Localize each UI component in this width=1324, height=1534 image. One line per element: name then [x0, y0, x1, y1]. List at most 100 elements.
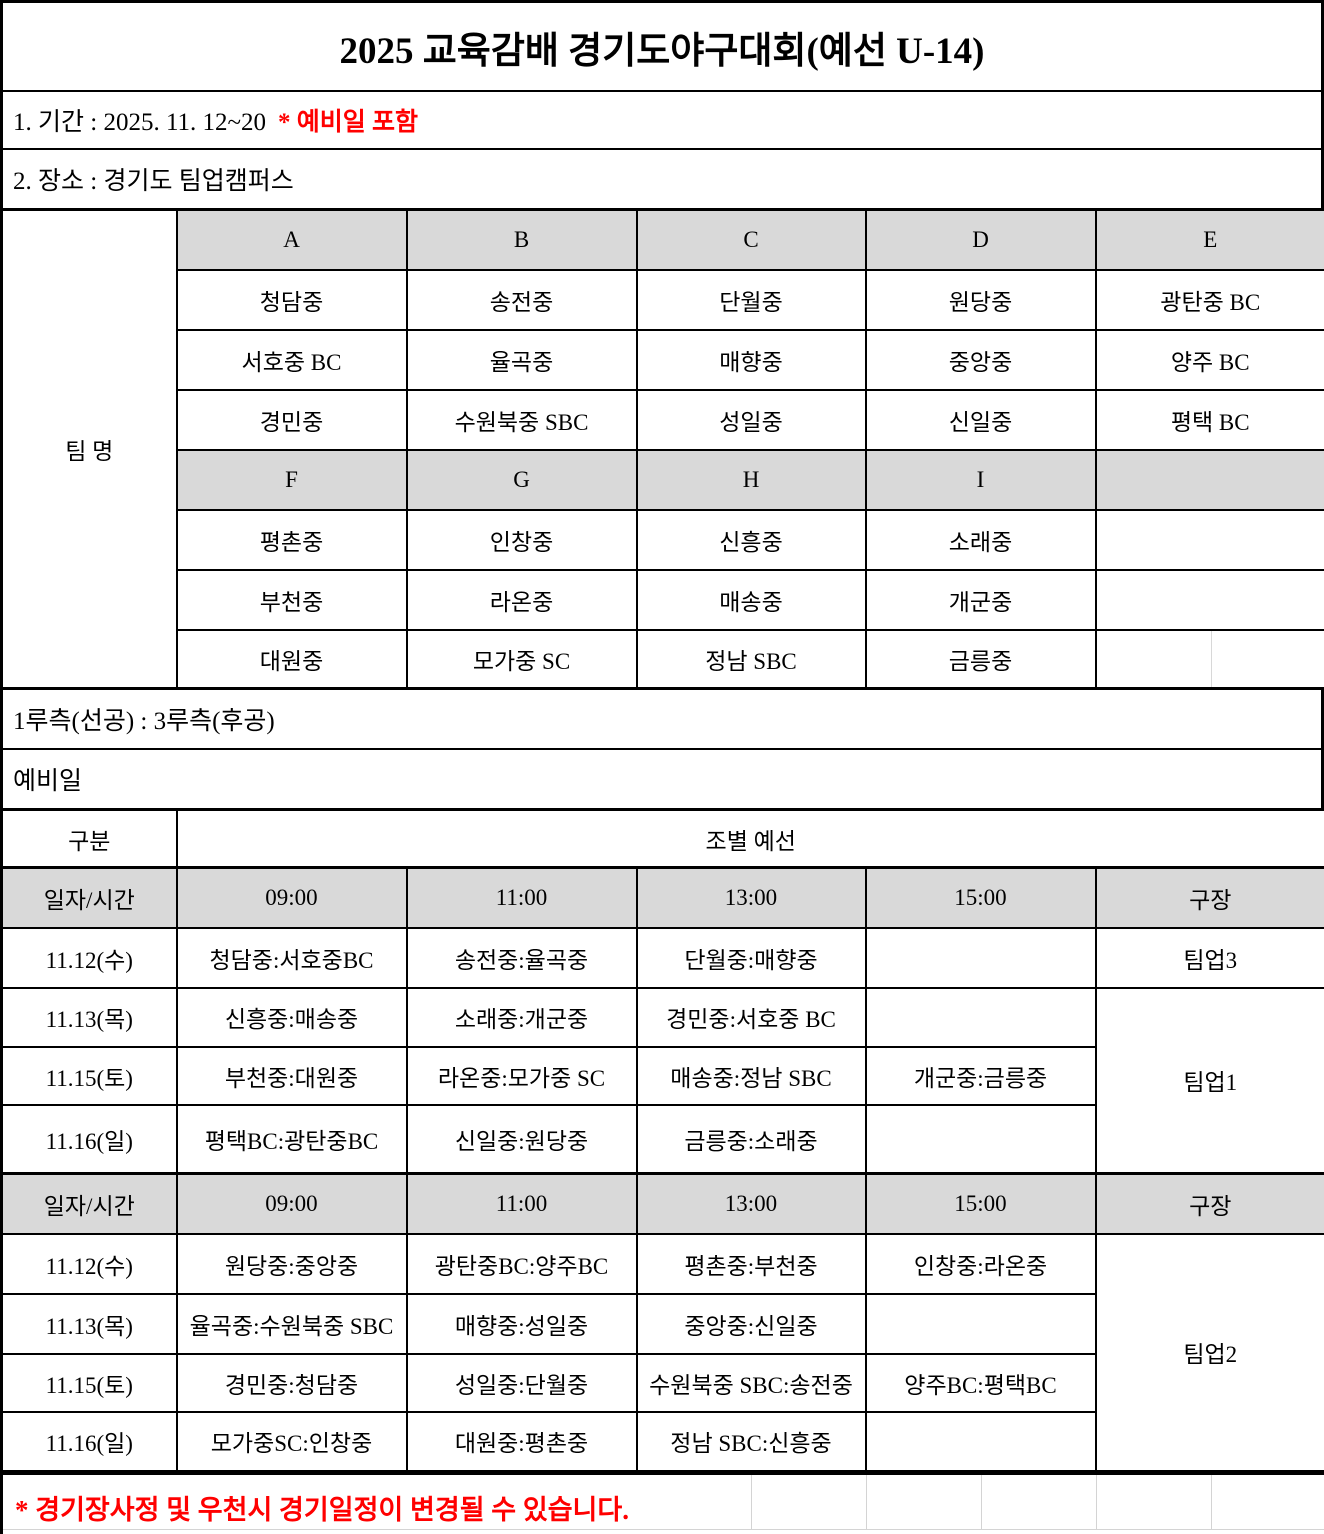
header-time-1500: 15:00 — [864, 1172, 1097, 1235]
match-cell: 평촌중:부천중 — [635, 1232, 867, 1295]
date-cell: 11.15(토) — [0, 1352, 178, 1413]
match-cell: 대원중:평촌중 — [405, 1410, 638, 1473]
match-cell-empty — [864, 986, 1097, 1048]
team-cell: 성일중 — [635, 388, 867, 451]
group-header-i: I — [864, 448, 1097, 511]
match-cell: 성일중:단월중 — [405, 1352, 638, 1413]
match-cell: 양주BC:평택BC — [864, 1352, 1097, 1413]
match-cell: 라온중:모가중 SC — [405, 1045, 638, 1106]
group-header-f: F — [175, 448, 408, 511]
team-cell: 원당중 — [864, 268, 1097, 331]
team-cell: 광탄중 BC — [1094, 268, 1324, 331]
match-cell: 원당중:중앙중 — [175, 1232, 408, 1295]
match-cell: 경민중:청담중 — [175, 1352, 408, 1413]
section-label: 구분 — [0, 808, 178, 869]
team-row: 경민중 수원북중 SBC 성일중 신일중 평택 BC — [2, 388, 1324, 451]
batting-order-row: 1루측(선공) : 3루측(후공) — [0, 690, 1324, 750]
gridline-horizontal — [3, 1529, 1324, 1530]
gridline-vertical — [751, 1475, 752, 1529]
team-group-header-row: 팀 명 A B C D E — [0, 208, 1324, 690]
team-cell: 신일중 — [864, 388, 1097, 451]
footer-area: * 경기장사정 및 우천시 경기일정이 변경될 수 있습니다. — [0, 1473, 1324, 1534]
header-time-1300: 13:00 — [635, 1172, 867, 1235]
match-cell: 신일중:원당중 — [405, 1103, 638, 1175]
schedule-header-row: 일자/시간 09:00 11:00 13:00 15:00 구장 — [0, 1172, 1324, 1235]
section-row: 구분 조별 예선 — [0, 808, 1324, 869]
match-cell: 정남 SBC:신흥중 — [635, 1410, 867, 1473]
team-cell: 중앙중 — [864, 328, 1097, 391]
team-cell: 매송중 — [635, 568, 867, 631]
header-date-time: 일자/시간 — [0, 1172, 178, 1235]
header-time-0900: 09:00 — [175, 1172, 408, 1235]
venue-row: 2. 장소 : 경기도 팀업캠퍼스 — [0, 150, 1324, 208]
group-header-e: E — [1094, 208, 1324, 271]
stadium-cell: 팀업3 — [1094, 926, 1324, 989]
match-cell: 수원북중 SBC:송전중 — [635, 1352, 867, 1413]
schedule-row: 11.12(수) 원당중:중앙중 광탄중BC:양주BC 평촌중:부천중 인창중:… — [0, 1232, 1324, 1473]
header-stadium: 구장 — [1094, 1172, 1324, 1235]
schedule-table: 구분 조별 예선 일자/시간 09:00 11:00 13:00 15:00 구… — [0, 808, 1324, 1473]
group-header-c: C — [635, 208, 867, 271]
schedule-row: 11.15(토) 경민중:청담중 성일중:단월중 수원북중 SBC:송전중 양주… — [0, 1352, 1324, 1413]
schedule-row: 11.12(수) 청담중:서호중BC 송전중:율곡중 단월중:매향중 팀업3 — [0, 926, 1324, 989]
team-cell: 라온중 — [405, 568, 638, 631]
reserve-day-row: 예비일 — [0, 750, 1324, 808]
match-cell: 율곡중:수원북중 SBC — [175, 1292, 408, 1355]
team-cell: 소래중 — [864, 508, 1097, 571]
date-cell: 11.12(수) — [0, 926, 178, 989]
group-header-g: G — [405, 448, 638, 511]
team-cell: 수원북중 SBC — [405, 388, 638, 451]
schedule-row: 11.16(일) 모가중SC:인창중 대원중:평촌중 정남 SBC:신흥중 — [0, 1410, 1324, 1473]
header-time-1100: 11:00 — [405, 866, 638, 929]
match-cell: 부천중:대원중 — [175, 1045, 408, 1106]
group-header-empty — [1094, 448, 1324, 511]
match-cell: 단월중:매향중 — [635, 926, 867, 989]
team-cell-empty — [1094, 508, 1324, 571]
team-row: 서호중 BC 율곡중 매향중 중앙중 양주 BC — [2, 328, 1324, 391]
group-header-a: A — [175, 208, 408, 271]
match-cell: 소래중:개군중 — [405, 986, 638, 1048]
team-cell-empty — [1094, 628, 1324, 690]
team-group-header-row: F G H I — [2, 448, 1324, 511]
header-time-1300: 13:00 — [635, 866, 867, 929]
team-row: 청담중 송전중 단월중 원당중 광탄중 BC — [2, 268, 1324, 331]
team-cell: 매향중 — [635, 328, 867, 391]
match-cell: 경민중:서호중 BC — [635, 986, 867, 1048]
date-cell: 11.13(목) — [0, 1292, 178, 1355]
footer-note: * 경기장사정 및 우천시 경기일정이 변경될 수 있습니다. — [15, 1494, 629, 1525]
team-cell: 서호중 BC — [175, 328, 408, 391]
team-cell: 경민중 — [175, 388, 408, 451]
schedule-row: 11.13(목) 율곡중:수원북중 SBC 매향중:성일중 중앙중:신일중 — [0, 1292, 1324, 1355]
match-cell-empty — [864, 926, 1097, 989]
team-cell: 개군중 — [864, 568, 1097, 631]
team-cell: 평택 BC — [1094, 388, 1324, 451]
team-cell: 율곡중 — [405, 328, 638, 391]
team-cell: 송전중 — [405, 268, 638, 331]
period-text: 1. 기간 : 2025. 11. 12~20 — [13, 109, 267, 136]
group-header-b: B — [405, 208, 638, 271]
header-date-time: 일자/시간 — [0, 866, 178, 929]
date-cell: 11.16(일) — [0, 1410, 178, 1473]
team-cell: 대원중 — [175, 628, 408, 690]
header-stadium: 구장 — [1094, 866, 1324, 929]
stadium-cell-span: 팀업1 — [1094, 986, 1324, 1175]
match-cell-empty — [864, 1410, 1097, 1473]
gridline-vertical — [1096, 1475, 1097, 1529]
section-title: 조별 예선 — [175, 808, 1324, 869]
match-cell: 평택BC:광탄중BC — [175, 1103, 408, 1175]
team-cell-empty — [1094, 568, 1324, 631]
match-cell: 광탄중BC:양주BC — [405, 1232, 638, 1295]
schedule-row: 11.13(목) 신흥중:매송중 소래중:개군중 경민중:서호중 BC 팀업1 — [0, 986, 1324, 1175]
gridline-vertical — [866, 1475, 867, 1529]
team-cell: 단월중 — [635, 268, 867, 331]
header-time-1100: 11:00 — [405, 1172, 638, 1235]
header-time-0900: 09:00 — [175, 866, 408, 929]
date-cell: 11.12(수) — [0, 1232, 178, 1295]
match-cell: 모가중SC:인창중 — [175, 1410, 408, 1473]
match-cell: 청담중:서호중BC — [175, 926, 408, 989]
header-time-1500: 15:00 — [864, 866, 1097, 929]
venue-text: 2. 장소 : 경기도 팀업캠퍼스 — [13, 168, 294, 195]
batting-note: 1루측(선공) : 3루측(후공) — [13, 708, 275, 735]
reserve-day-label: 예비일 — [13, 768, 83, 795]
